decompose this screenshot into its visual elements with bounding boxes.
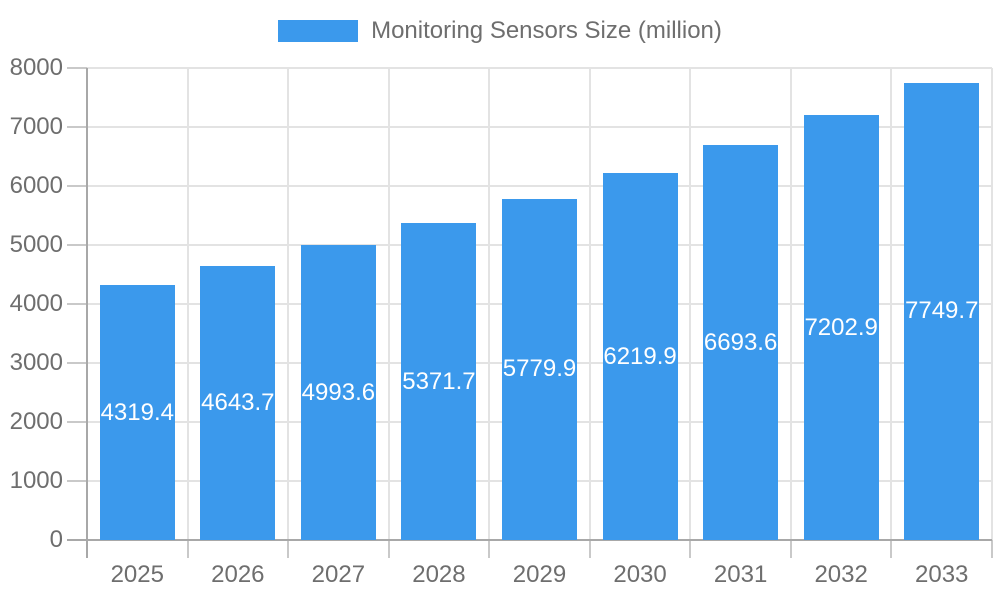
x-gridline [789, 68, 792, 540]
legend[interactable]: Monitoring Sensors Size (million) [0, 16, 1000, 46]
y-tick-mark [67, 126, 87, 128]
y-gridline [87, 126, 992, 128]
x-tick-label: 2033 [915, 561, 969, 588]
bar [502, 198, 577, 540]
x-tick-mark [890, 540, 893, 558]
bar-value-label: 5371.7 [402, 367, 476, 395]
x-tick-mark [588, 540, 591, 558]
x-axis-line [67, 539, 992, 541]
y-tick-mark [67, 362, 87, 364]
x-tick-mark [186, 540, 189, 558]
bar [300, 245, 376, 540]
x-tick-label: 2025 [110, 561, 164, 588]
bar [200, 266, 276, 540]
legend-label[interactable]: Monitoring Sensors Size (million) [371, 17, 722, 44]
y-gridline [87, 67, 992, 69]
x-gridline [186, 68, 189, 540]
x-tick-mark [387, 540, 390, 558]
y-tick-label: 0 [49, 526, 63, 553]
x-tick-label: 2027 [311, 561, 366, 588]
y-tick-label: 2000 [9, 408, 63, 435]
y-tick-label: 1000 [9, 467, 63, 494]
y-tick-label: 7000 [9, 113, 63, 140]
x-gridline [387, 68, 390, 540]
x-gridline [588, 68, 591, 540]
bar [703, 145, 779, 540]
y-tick-label: 6000 [9, 172, 63, 199]
y-tick-mark [67, 480, 87, 482]
x-gridline [991, 68, 993, 540]
x-tick-mark [789, 540, 792, 558]
y-tick-mark [67, 303, 87, 305]
x-tick-mark [991, 540, 993, 558]
bar-value-label: 5779.9 [502, 355, 577, 383]
x-gridline [890, 68, 893, 540]
bar-value-label: 4993.6 [301, 378, 376, 406]
x-tick-mark [689, 540, 692, 558]
bar-value-label: 4319.4 [100, 398, 174, 426]
x-tick-label: 2029 [512, 561, 567, 588]
bar [401, 223, 477, 540]
x-tick-mark [287, 540, 290, 558]
x-gridline [488, 68, 491, 540]
y-gridline [87, 185, 992, 187]
legend-swatch[interactable] [278, 20, 359, 42]
x-gridline [287, 68, 290, 540]
y-tick-label: 5000 [9, 231, 63, 258]
bar [904, 82, 980, 540]
y-axis-line [86, 68, 88, 558]
bar [99, 285, 175, 540]
x-tick-label: 2032 [814, 561, 868, 588]
y-tick-mark [67, 421, 87, 423]
bar [602, 173, 678, 540]
x-tick-label: 2030 [613, 561, 667, 588]
y-tick-mark [67, 67, 87, 69]
x-tick-label: 2031 [713, 561, 768, 588]
y-tick-mark [67, 244, 87, 246]
bar-value-label: 7749.7 [905, 297, 979, 325]
bar [803, 115, 879, 540]
x-tick-label: 2028 [412, 561, 466, 588]
x-tick-label: 2026 [211, 561, 265, 588]
y-tick-label: 4000 [9, 290, 63, 317]
y-tick-label: 8000 [9, 54, 63, 81]
bar-value-label: 7202.9 [804, 313, 878, 341]
x-gridline [689, 68, 692, 540]
bar-value-label: 6219.9 [603, 342, 677, 370]
y-tick-label: 3000 [9, 349, 63, 376]
bar-value-label: 6693.6 [703, 328, 778, 356]
y-tick-mark [67, 185, 87, 187]
x-tick-mark [488, 540, 491, 558]
bar-value-label: 4643.7 [201, 389, 275, 416]
